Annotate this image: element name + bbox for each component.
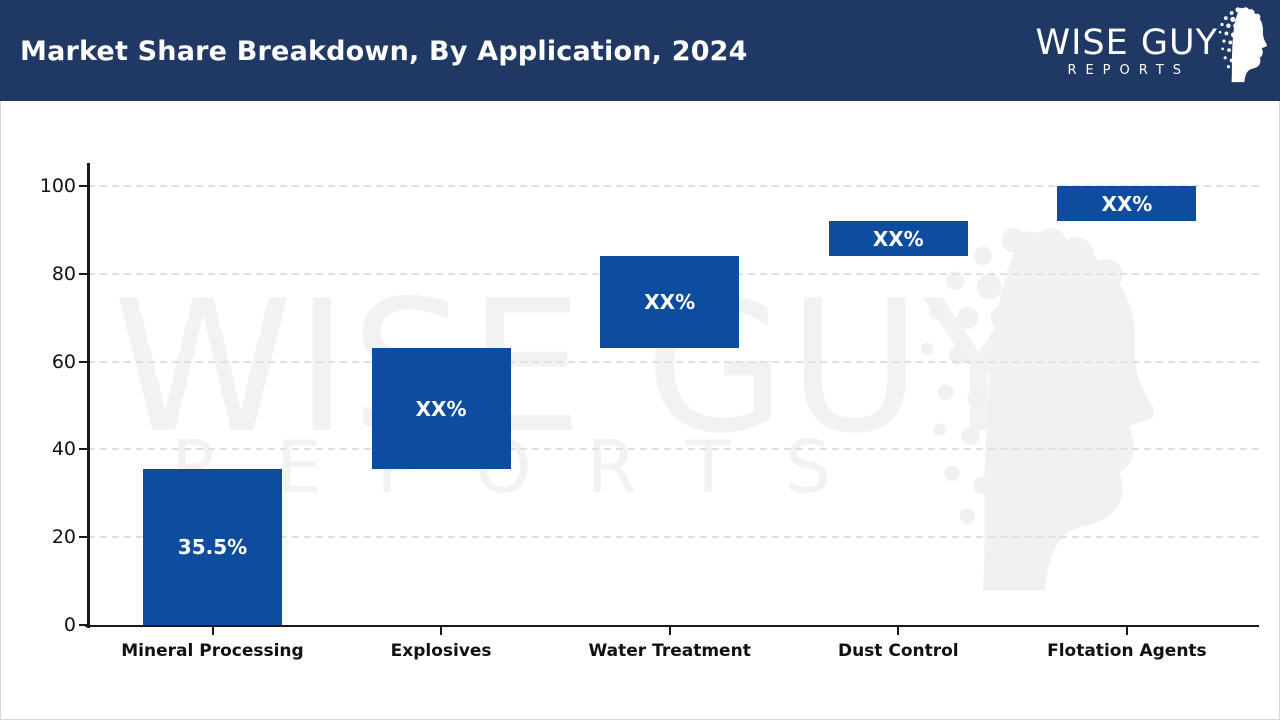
bar-segment: XX% <box>371 348 511 470</box>
x-axis-tick <box>1125 627 1128 635</box>
x-axis-spine <box>85 624 1259 627</box>
x-tick-label: Explosives <box>390 641 492 661</box>
gridline-40 <box>88 448 1259 451</box>
header-bar: Market Share Breakdown, By Application, … <box>0 0 1280 101</box>
y-axis-tick <box>79 185 87 187</box>
watermark-wordmark: WISE GUY <box>113 261 1037 473</box>
x-tick-label: Flotation Agents <box>1047 641 1207 661</box>
y-axis-tick <box>79 360 87 363</box>
logo-wordmark: WISE GUY <box>1035 23 1218 63</box>
x-tick-label: Water Treatment <box>588 641 751 661</box>
bar-segment: XX% <box>828 221 968 257</box>
x-tick-label: Dust Control <box>837 641 959 661</box>
y-axis-tick <box>79 448 87 451</box>
bar-value-label: XX% <box>644 290 696 315</box>
page-title: Market Share Breakdown, By Application, … <box>20 36 748 67</box>
gridline-100 <box>88 185 1259 187</box>
logo-text: WISE GUY REPORTS <box>1035 23 1218 78</box>
y-axis-spine <box>87 163 90 628</box>
x-tick-label: Mineral Processing <box>121 641 304 661</box>
bar-value-label: XX% <box>1101 191 1153 216</box>
y-tick-label: 60 <box>51 350 76 373</box>
bar-segment: XX% <box>600 256 740 349</box>
y-tick-label: 20 <box>51 526 76 549</box>
logo-head-icon <box>1206 4 1270 86</box>
wiseguy-logo: WISE GUY REPORTS <box>1035 4 1270 86</box>
bar-value-label: 35.5% <box>177 535 248 560</box>
logo-subtitle: REPORTS <box>1067 63 1191 78</box>
y-tick-label: 40 <box>51 438 76 461</box>
x-axis-tick <box>211 627 214 635</box>
bar-segment: XX% <box>1057 186 1197 222</box>
watermark-head-icon <box>859 223 1169 599</box>
y-axis-tick <box>79 536 87 539</box>
bar-value-label: XX% <box>415 396 467 421</box>
gridline-20 <box>88 536 1259 539</box>
y-tick-label: 80 <box>51 262 76 285</box>
gridline-60 <box>88 360 1259 363</box>
x-axis-tick <box>897 627 900 635</box>
x-axis-tick <box>440 627 443 635</box>
y-tick-label: 100 <box>39 175 76 197</box>
chart-canvas: WISE GUY REPORTS 0 20 40 60 80 100 Mineral Pro… <box>0 101 1280 720</box>
y-axis-tick <box>79 624 87 626</box>
bar-segment: 35.5% <box>143 469 282 625</box>
y-tick-label: 0 <box>63 614 76 636</box>
x-axis-tick <box>668 627 671 635</box>
bar-value-label: XX% <box>872 226 924 251</box>
y-axis-tick <box>79 272 87 275</box>
